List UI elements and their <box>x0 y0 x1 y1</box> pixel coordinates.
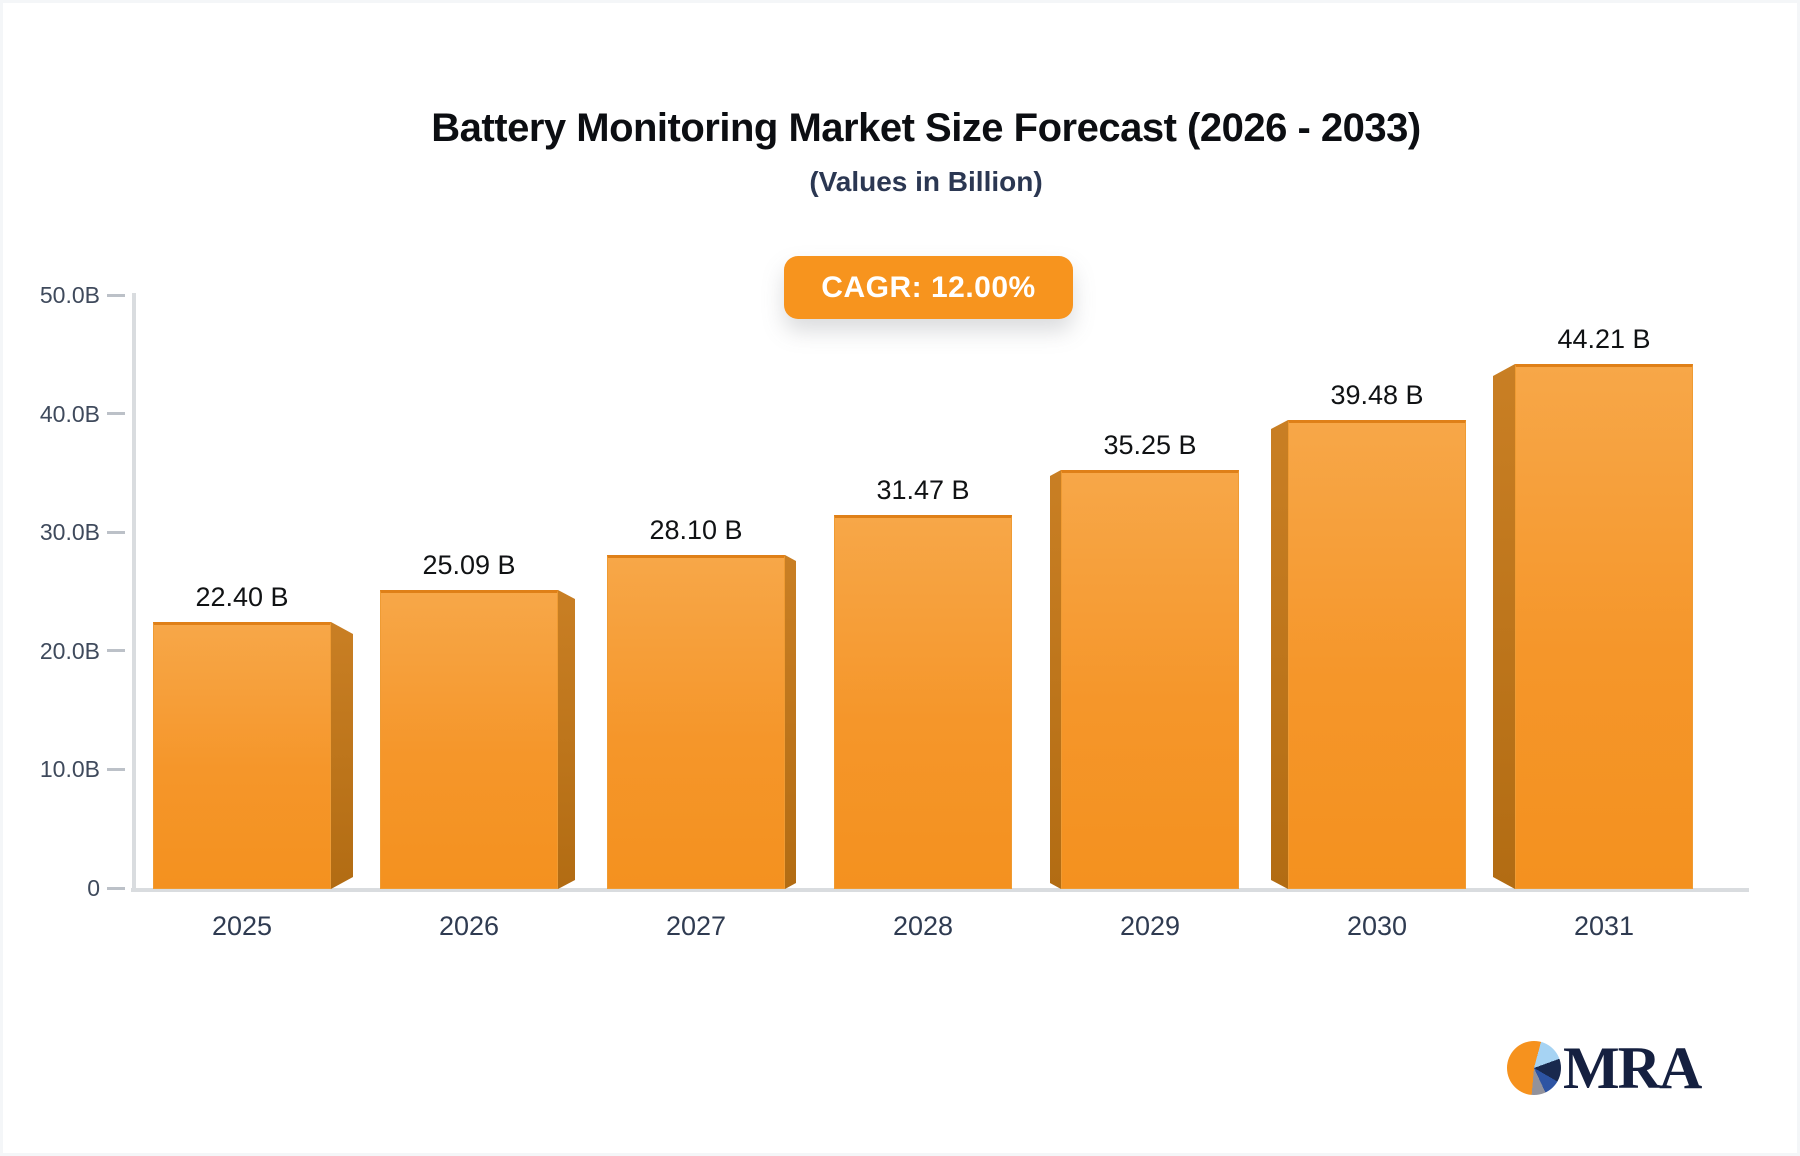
bar-2028 <box>834 515 1012 889</box>
y-axis-tick-label: 30.0B <box>39 519 100 546</box>
bar-value-label: 35.25 B <box>1103 430 1197 460</box>
cagr-badge: CAGR: 12.00% <box>784 256 1073 319</box>
y-axis-tick-label: 40.0B <box>39 400 100 427</box>
bar-value-label: 25.09 B <box>422 550 516 580</box>
bar-2030 <box>1288 420 1466 889</box>
bar-2026 <box>380 590 558 889</box>
x-axis-baseline <box>131 888 1749 892</box>
y-axis-tick-label: 50.0B <box>39 282 100 308</box>
bar-chart-plot: 50.0B 40.0B 30.0B 20.0B 10.0B 0 22.40 B 2025 25.… <box>3 3 1797 1153</box>
bar-3d-side <box>785 555 796 889</box>
bar-2027 <box>607 555 785 889</box>
y-axis-tick <box>107 886 125 890</box>
bar-2025 <box>153 622 331 889</box>
chart-title: Battery Monitoring Market Size Forecast … <box>431 106 1421 150</box>
bar-value-label: 44.21 B <box>1557 324 1651 354</box>
x-axis-label: 2030 <box>1346 911 1408 941</box>
bar-3d-side <box>1271 420 1288 889</box>
y-axis-tick <box>107 649 125 653</box>
y-axis-tick <box>107 293 125 297</box>
chart-subtitle: (Values in Billion) <box>809 166 1043 197</box>
bar-2031 <box>1515 364 1693 889</box>
bar-3d-side <box>1050 470 1061 889</box>
bar-3d-side <box>331 622 353 889</box>
y-axis-line <box>132 293 136 888</box>
bar-value-label: 22.40 B <box>195 582 289 612</box>
y-axis-tick-label: 10.0B <box>39 756 100 783</box>
cagr-badge-label: CAGR: 12.00% <box>821 270 1036 304</box>
x-axis-label: 2025 <box>211 911 273 941</box>
x-axis-label: 2028 <box>892 911 954 941</box>
bar-value-label: 39.48 B <box>1330 380 1424 410</box>
mra-logo-text: MRA <box>1563 1035 1702 1101</box>
y-axis-tick-label: 20.0B <box>39 637 100 664</box>
bar-value-label: 31.47 B <box>876 475 970 505</box>
mra-logo: MRA <box>1507 1035 1702 1101</box>
x-axis-label: 2027 <box>665 911 727 941</box>
y-axis-tick <box>107 412 125 416</box>
y-axis-tick <box>107 530 125 534</box>
y-axis-tick-label: 0 <box>87 875 100 901</box>
bar-2029 <box>1061 470 1239 889</box>
x-axis-label: 2031 <box>1573 911 1635 941</box>
bar-value-label: 28.10 B <box>649 515 743 545</box>
y-axis-tick <box>107 767 125 771</box>
mra-logo-pie-icon <box>1507 1041 1561 1095</box>
x-axis-label: 2029 <box>1119 911 1181 941</box>
bar-3d-side <box>558 590 575 889</box>
x-axis-label: 2026 <box>438 911 500 941</box>
bar-3d-side <box>1493 364 1515 889</box>
